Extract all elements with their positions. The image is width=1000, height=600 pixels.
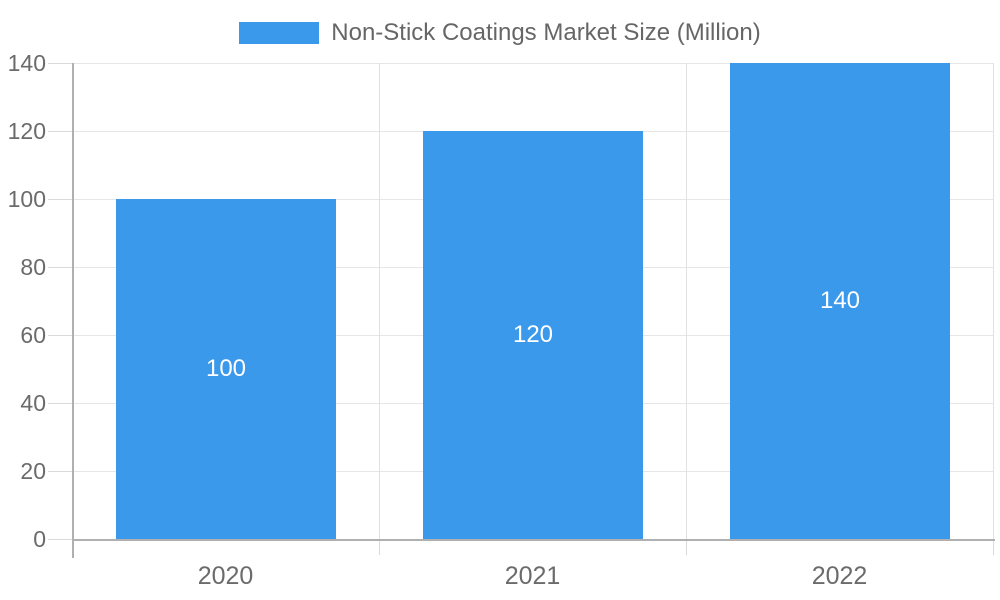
y-tick-label: 20: [20, 458, 46, 484]
bar-2022[interactable]: 140: [730, 63, 950, 539]
y-tick-mark: [48, 131, 72, 132]
y-tick-mark: [48, 199, 72, 200]
y-tick-label: 120: [7, 118, 46, 144]
gridline-v: [993, 63, 994, 539]
legend-label: Non-Stick Coatings Market Size (Million): [331, 19, 761, 46]
y-tick-label: 140: [7, 50, 46, 76]
y-tick-mark: [48, 267, 72, 268]
y-tick-mark: [48, 471, 72, 472]
gridline-v: [379, 63, 380, 539]
y-tick-mark: [48, 539, 72, 540]
bar-2020[interactable]: 100: [116, 199, 336, 539]
y-axis-line: [72, 63, 74, 558]
x-tick-label: 2020: [197, 562, 254, 590]
legend-swatch: [239, 22, 320, 44]
y-tick-label: 0: [33, 526, 46, 552]
y-tick-mark: [48, 63, 72, 64]
x-tick-mark: [993, 541, 994, 555]
bar-value-label: 140: [819, 287, 861, 314]
bar-value-label: 120: [512, 321, 554, 348]
bar-value-label: 100: [205, 355, 247, 382]
x-tick-mark: [379, 541, 380, 555]
x-tick-mark: [686, 541, 687, 555]
y-tick-mark: [48, 335, 72, 336]
x-axis-line: [72, 539, 995, 541]
x-tick-label: 2022: [811, 562, 868, 590]
chart-legend[interactable]: Non-Stick Coatings Market Size (Million): [0, 20, 1000, 46]
bar-2021[interactable]: 120: [423, 131, 643, 539]
gridline-h: [72, 63, 993, 64]
y-tick-label: 60: [20, 322, 46, 348]
y-tick-label: 80: [20, 254, 46, 280]
y-tick-mark: [48, 403, 72, 404]
y-tick-label: 100: [7, 186, 46, 212]
y-tick-label: 40: [20, 390, 46, 416]
gridline-v: [686, 63, 687, 539]
x-tick-label: 2021: [504, 562, 561, 590]
